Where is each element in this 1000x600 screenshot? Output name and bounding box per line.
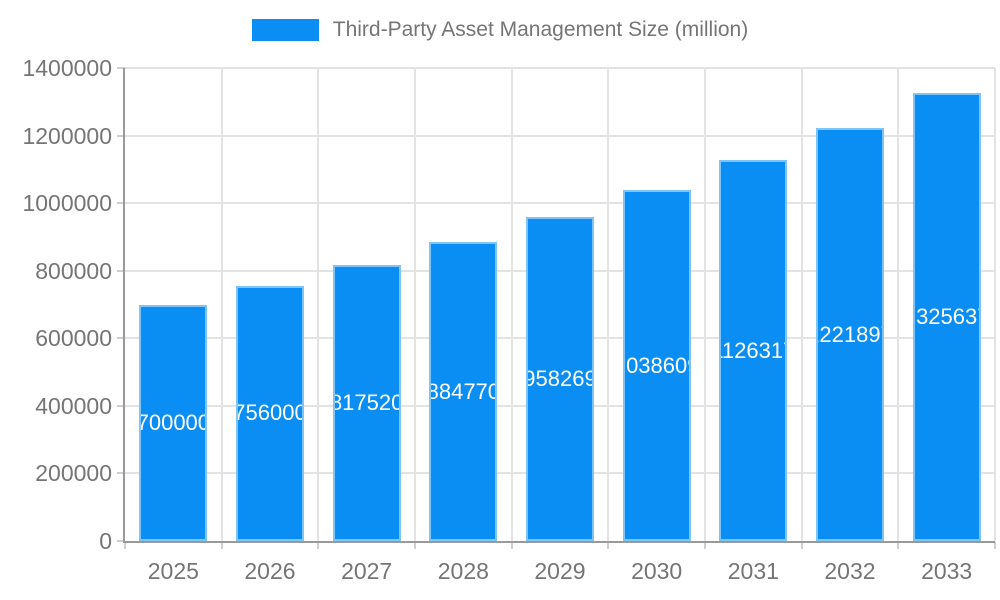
x-gridline [704, 68, 706, 541]
y-axis-tick [117, 472, 125, 475]
x-axis-category-label: 2028 [437, 558, 489, 584]
bar-value-label: 756000 [236, 400, 304, 426]
y-axis-tick [117, 404, 125, 407]
y-axis-tick-label: 0 [99, 528, 112, 554]
y-axis-tick [117, 202, 125, 205]
x-gridline [317, 68, 320, 541]
bar-2031[interactable]: 1126317 [719, 160, 788, 541]
x-axis-tick [220, 542, 223, 549]
bar-2027[interactable]: 817520 [332, 264, 401, 541]
bar-value-label: 884770 [429, 378, 498, 404]
x-axis-category-label: 2027 [341, 558, 393, 584]
x-axis-category-label: 2029 [534, 558, 586, 584]
bar-value-label: 1126317 [721, 337, 785, 363]
legend-item[interactable]: Third-Party Asset Management Size (milli… [0, 18, 1000, 42]
bar-value-label: 1221897 [818, 321, 882, 347]
x-axis-line [123, 541, 995, 543]
bar-value-label: 817520 [332, 389, 401, 415]
bar-value-label: 1325637 [915, 304, 979, 330]
x-axis-tick [317, 542, 320, 549]
x-axis-tick [607, 542, 610, 549]
y-axis-tick [117, 337, 125, 340]
x-axis-category-label: 2031 [727, 558, 779, 584]
y-axis-tick-label: 1200000 [22, 122, 112, 149]
y-axis-tick-label: 800000 [35, 257, 112, 284]
x-gridline [994, 68, 996, 541]
bar-value-label: 958269 [526, 366, 594, 392]
x-gridline [220, 68, 223, 541]
x-axis-tick [510, 542, 513, 549]
bar-2030[interactable]: 1038609 [622, 190, 691, 541]
y-axis-tick-label: 1000000 [22, 190, 112, 217]
y-gridline [125, 67, 995, 69]
x-axis-category-label: 2032 [824, 558, 876, 584]
x-axis-category-label: 2025 [147, 558, 199, 584]
x-gridline [414, 68, 416, 541]
x-gridline [510, 68, 513, 541]
bar-value-label: 1038609 [625, 352, 689, 378]
x-axis-tick [414, 542, 416, 549]
bar-2026[interactable]: 756000 [236, 285, 304, 541]
y-gridline [125, 134, 995, 137]
x-axis-tick [800, 542, 803, 549]
x-gridline [800, 68, 803, 541]
y-axis-tick [117, 67, 125, 69]
x-axis-category-label: 2030 [631, 558, 683, 584]
y-axis-tick [117, 540, 125, 542]
bar-2025[interactable]: 700000 [139, 304, 208, 541]
legend-swatch-icon [251, 19, 319, 41]
bar-2028[interactable]: 884770 [429, 242, 498, 541]
y-gridline [125, 202, 995, 205]
x-axis-tick [897, 542, 900, 549]
y-axis-tick-label: 600000 [35, 325, 112, 352]
x-axis-category-label: 2026 [244, 558, 296, 584]
x-gridline [897, 68, 900, 541]
y-axis-tick-label: 400000 [35, 392, 112, 419]
bar-2029[interactable]: 958269 [526, 217, 594, 541]
x-axis-tick [704, 542, 706, 549]
legend-label: Third-Party Asset Management Size (milli… [332, 18, 749, 41]
x-axis-tick [124, 542, 126, 549]
x-gridline [607, 68, 610, 541]
y-axis-line [123, 68, 125, 543]
y-axis-tick-label: 200000 [35, 460, 112, 487]
y-axis-tick-label: 1400000 [22, 55, 112, 81]
bar-2033[interactable]: 1325637 [912, 93, 981, 541]
x-axis-category-label: 2033 [921, 558, 973, 584]
y-axis-tick [117, 269, 125, 272]
y-axis-tick [117, 134, 125, 137]
bar-2032[interactable]: 1221897 [816, 128, 884, 541]
x-axis-tick [994, 542, 996, 549]
bar-value-label: 700000 [139, 409, 208, 435]
